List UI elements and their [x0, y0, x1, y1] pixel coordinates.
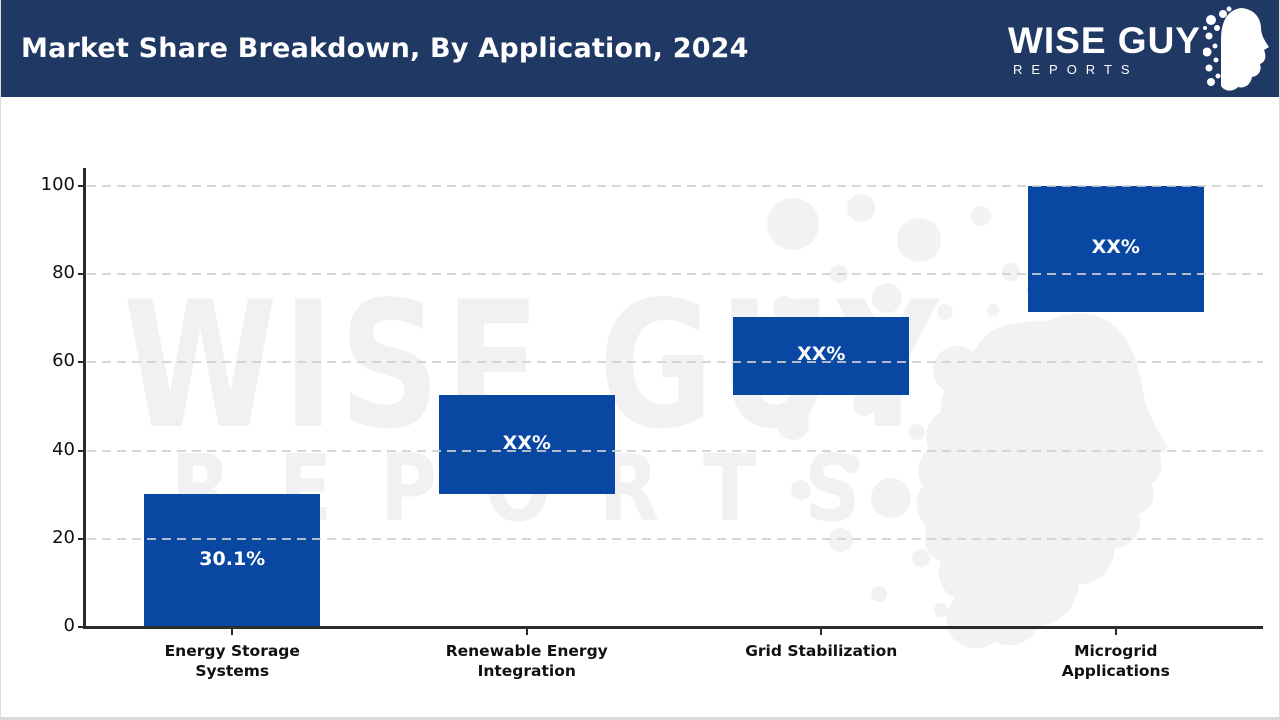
y-tick-label: 60 [52, 350, 75, 372]
gridline [87, 273, 1263, 276]
logo-name: WISE GUY [1007, 19, 1201, 61]
y-tick-label: 100 [40, 174, 75, 195]
x-axis-line [83, 626, 1263, 629]
bar-segment [1027, 186, 1204, 312]
y-tick-mark [78, 361, 85, 364]
y-tick-mark [78, 273, 85, 276]
y-tick-mark [78, 626, 85, 628]
gridline [87, 361, 1263, 364]
gridline [87, 537, 1263, 540]
bar-value-label: XX% [1091, 235, 1140, 258]
x-tick-mark [231, 629, 234, 635]
x-category-label: Microgrid Applications [1061, 642, 1170, 680]
bar-value-label: XX% [797, 342, 846, 365]
logo-text: WISE GUY REPORTS [1007, 19, 1201, 77]
y-tick-label: 0 [63, 615, 75, 636]
logo-face-icon [1203, 6, 1269, 91]
y-tick-label: 80 [52, 262, 75, 284]
y-axis-line [83, 168, 86, 629]
x-category-label: Energy Storage Systems [164, 642, 300, 680]
bar-value-label: XX% [502, 431, 551, 454]
bar-value-label: 30.1% [199, 547, 266, 570]
y-tick-mark [78, 537, 85, 540]
wiseguy-logo: WISE GUY REPORTS [1008, 4, 1275, 94]
x-category-label: Grid Stabilization [745, 642, 898, 660]
watermark-face-icon [767, 194, 1167, 649]
bar-segment [144, 494, 321, 627]
gridline [87, 185, 1263, 187]
x-category-label: Renewable Energy Integration [445, 642, 608, 680]
logo-subtitle: REPORTS [1012, 61, 1139, 77]
y-tick-label: 20 [52, 526, 75, 548]
x-tick-mark [820, 629, 823, 635]
page-title: Market Share Breakdown, By Application, … [21, 33, 749, 64]
gridline [87, 449, 1263, 452]
bar-segment [438, 395, 615, 495]
x-tick-mark [1114, 629, 1117, 635]
y-tick-mark [78, 185, 85, 187]
x-tick-mark [525, 629, 528, 635]
header: Market Share Breakdown, By Application, … [1, 0, 1279, 97]
y-tick-label: 40 [52, 438, 75, 460]
y-tick-mark [78, 449, 85, 452]
bar-segment [733, 316, 910, 396]
